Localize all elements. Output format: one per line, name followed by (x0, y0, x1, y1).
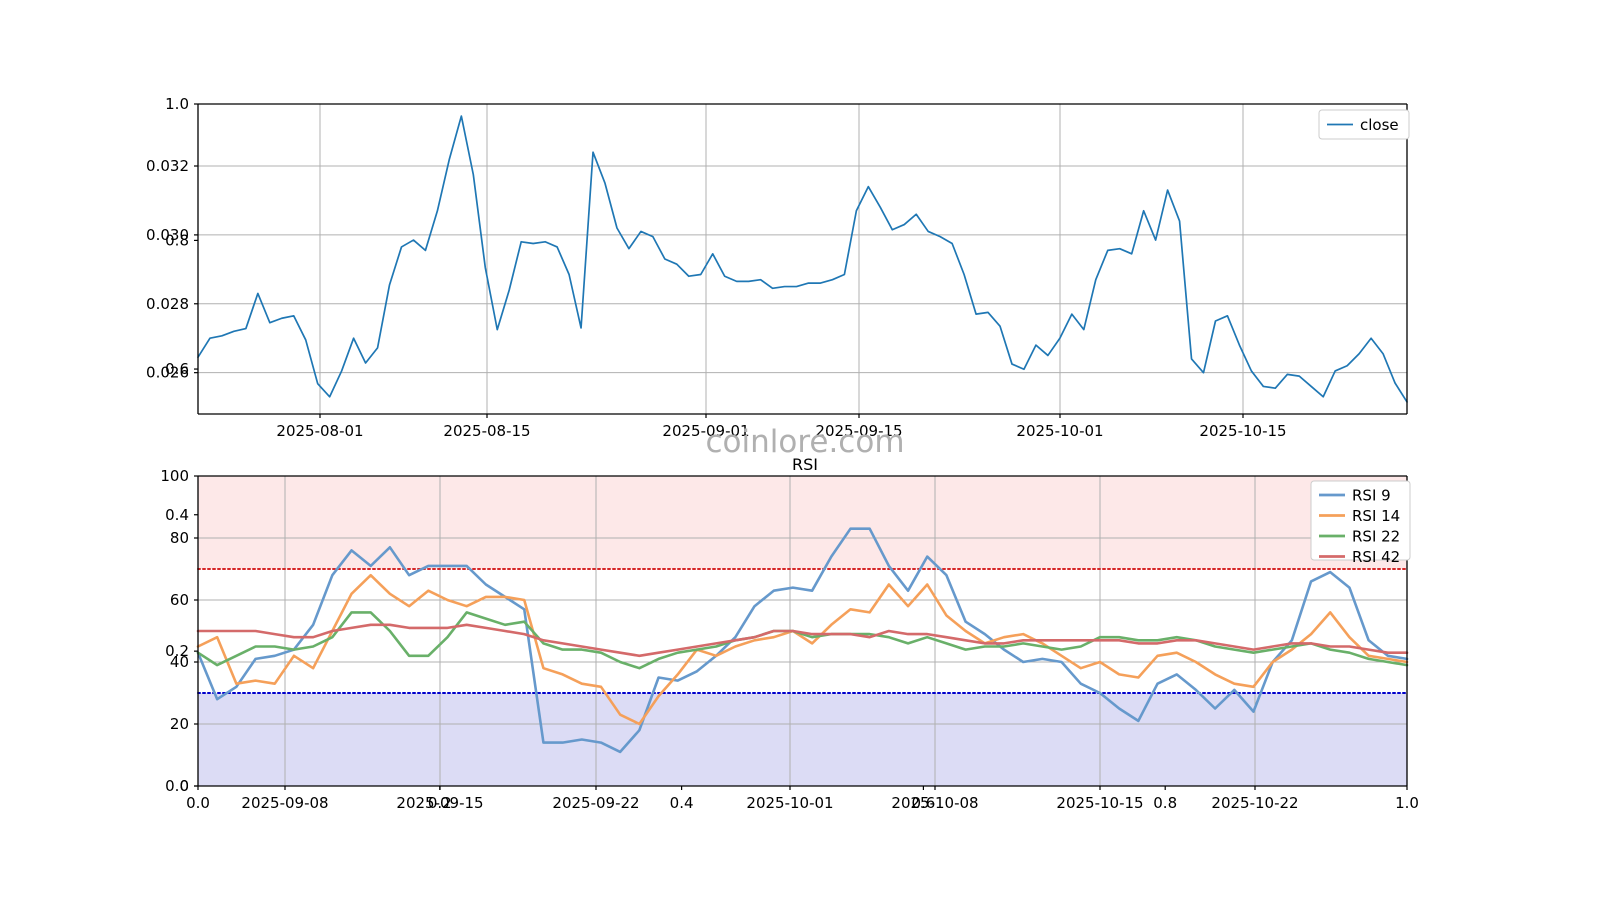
price-ytick-label: 0.032 (146, 157, 189, 175)
price-axes: 0.032 0.030 0.028 0.026 1.0 0.8 0.6 2025-08-01 2… (146, 95, 1410, 440)
rsi-xtick-secondary-label: 1.0 (1395, 794, 1419, 812)
price-xtick-label: 2025-10-15 (1199, 422, 1286, 440)
price-xtick-label: 2025-08-15 (443, 422, 530, 440)
rsi-ytick-secondary-label: 0.2 (165, 642, 189, 660)
rsi-xtick-label: 2025-09-22 (552, 794, 639, 812)
rsi-series-rsi-14 (196, 573, 1409, 726)
rsi-series-rsi-42 (196, 623, 1409, 658)
rsi-series-rsi-9 (196, 527, 1409, 754)
rsi-ytick-label: 100 (160, 467, 189, 485)
rsi-xtick-secondary-label: 0.4 (670, 794, 694, 812)
rsi-overbought-band (198, 476, 1407, 569)
rsi-ytick-label: 80 (170, 529, 189, 547)
rsi-xtick-label: 2025-10-01 (746, 794, 833, 812)
rsi-series-rsi-22 (196, 611, 1409, 670)
rsi-ytick-label: 60 (170, 591, 189, 609)
rsi-legend[interactable]: RSI 9 RSI 14 RSI 22 RSI 42 (1310, 480, 1411, 566)
price-series-close (197, 115, 1408, 403)
rsi-ytick-label: 20 (170, 715, 189, 733)
watermark-coinlore: coinlore.com (705, 424, 904, 460)
rsi-ytick-label: 0 (179, 777, 189, 795)
price-xtick-label: 2025-09-15 (815, 422, 902, 440)
rsi-legend-label-rsi-14: RSI 14 (1352, 507, 1400, 525)
price-xtick-label: 2025-09-01 (662, 422, 749, 440)
price-xtick-label: 2025-10-01 (1016, 422, 1103, 440)
price-legend-box (1318, 109, 1410, 140)
price-xtick-label: 2025-08-01 (276, 422, 363, 440)
price-legend-label-close: close (1360, 116, 1399, 134)
price-ytick-label: 0.030 (146, 226, 189, 244)
rsi-ytick-secondary-label: 0.4 (165, 506, 189, 524)
price-ytick-secondary-label: 0.8 (165, 231, 189, 249)
rsi-ytick-label: 40 (170, 653, 189, 671)
price-ytick-label: 0.026 (146, 364, 189, 382)
price-legend[interactable]: close (1318, 109, 1410, 140)
rsi-xtick-secondary-label: 0.6 (911, 794, 935, 812)
rsi-legend-label-rsi-9: RSI 9 (1352, 487, 1391, 505)
rsi-axes: 100 80 60 40 20 0 0.4 0.2 0.0 2025-09-08 2025-09-1… (160, 455, 1419, 812)
rsi-xtick-label: 2025-10-08 (891, 794, 978, 812)
rsi-xtick-secondary-label: 0.8 (1153, 794, 1177, 812)
price-ytick-secondary-label: 1.0 (165, 95, 189, 113)
price-ytick-label: 0.028 (146, 295, 189, 313)
rsi-oversold-band (198, 693, 1407, 786)
rsi-xtick-label: 2025-10-22 (1211, 794, 1298, 812)
price-ytick-secondary-label: 0.6 (165, 360, 189, 378)
rsi-legend-box (1310, 480, 1411, 561)
rsi-xtick-label: 2025-09-08 (241, 794, 328, 812)
rsi-xtick-secondary-label: 0.2 (428, 794, 452, 812)
rsi-xtick-label: 2025-10-15 (1056, 794, 1143, 812)
rsi-xtick-label: 2025-09-15 (396, 794, 483, 812)
price-plot-background (198, 104, 1407, 414)
rsi-title: RSI (792, 455, 818, 474)
rsi-legend-label-rsi-42: RSI 42 (1352, 548, 1400, 566)
rsi-legend-label-rsi-22: RSI 22 (1352, 528, 1400, 546)
rsi-xtick-secondary-label: 0.0 (186, 794, 210, 812)
rsi-ytick-secondary-label: 0.0 (165, 777, 189, 795)
